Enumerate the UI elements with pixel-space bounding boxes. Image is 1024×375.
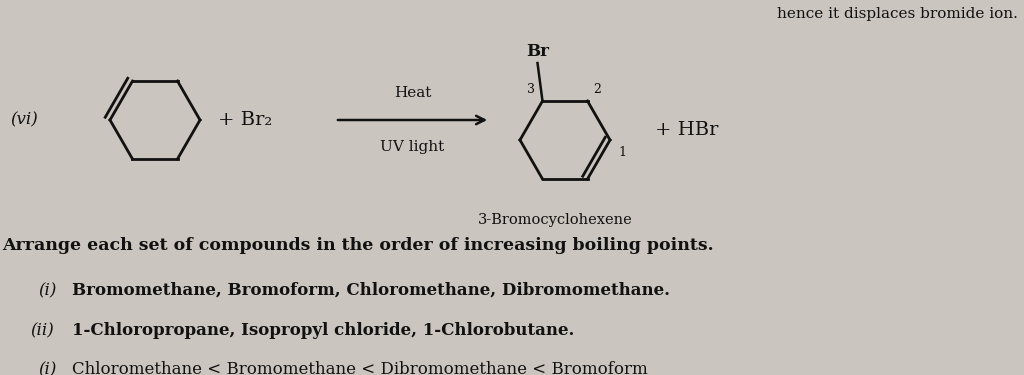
Text: 3-Bromocyclohexene: 3-Bromocyclohexene [477, 213, 633, 227]
Text: Bromomethane, Bromoform, Chloromethane, Dibromomethane.: Bromomethane, Bromoform, Chloromethane, … [72, 282, 670, 299]
Text: Arrange each set of compounds in the order of increasing boiling points.: Arrange each set of compounds in the ord… [2, 237, 714, 254]
Text: UV light: UV light [380, 140, 444, 154]
Text: Heat: Heat [394, 86, 431, 100]
Text: (i): (i) [38, 361, 56, 375]
Text: (vi): (vi) [10, 111, 38, 129]
Text: 2: 2 [594, 83, 601, 96]
Text: Br: Br [526, 43, 549, 60]
Text: Chloromethane < Bromomethane < Dibromomethane < Bromoform: Chloromethane < Bromomethane < Dibromome… [72, 361, 648, 375]
Text: hence it displaces bromide ion.: hence it displaces bromide ion. [777, 7, 1018, 21]
Text: 1-Chloropropane, Isopropyl chloride, 1-Chlorobutane.: 1-Chloropropane, Isopropyl chloride, 1-C… [72, 322, 574, 339]
Text: (i): (i) [38, 282, 56, 299]
Text: + HBr: + HBr [655, 121, 719, 139]
Text: 3: 3 [526, 83, 535, 96]
Text: + Br₂: + Br₂ [218, 111, 272, 129]
Text: (ii): (ii) [30, 322, 53, 339]
Text: 1: 1 [618, 146, 626, 159]
